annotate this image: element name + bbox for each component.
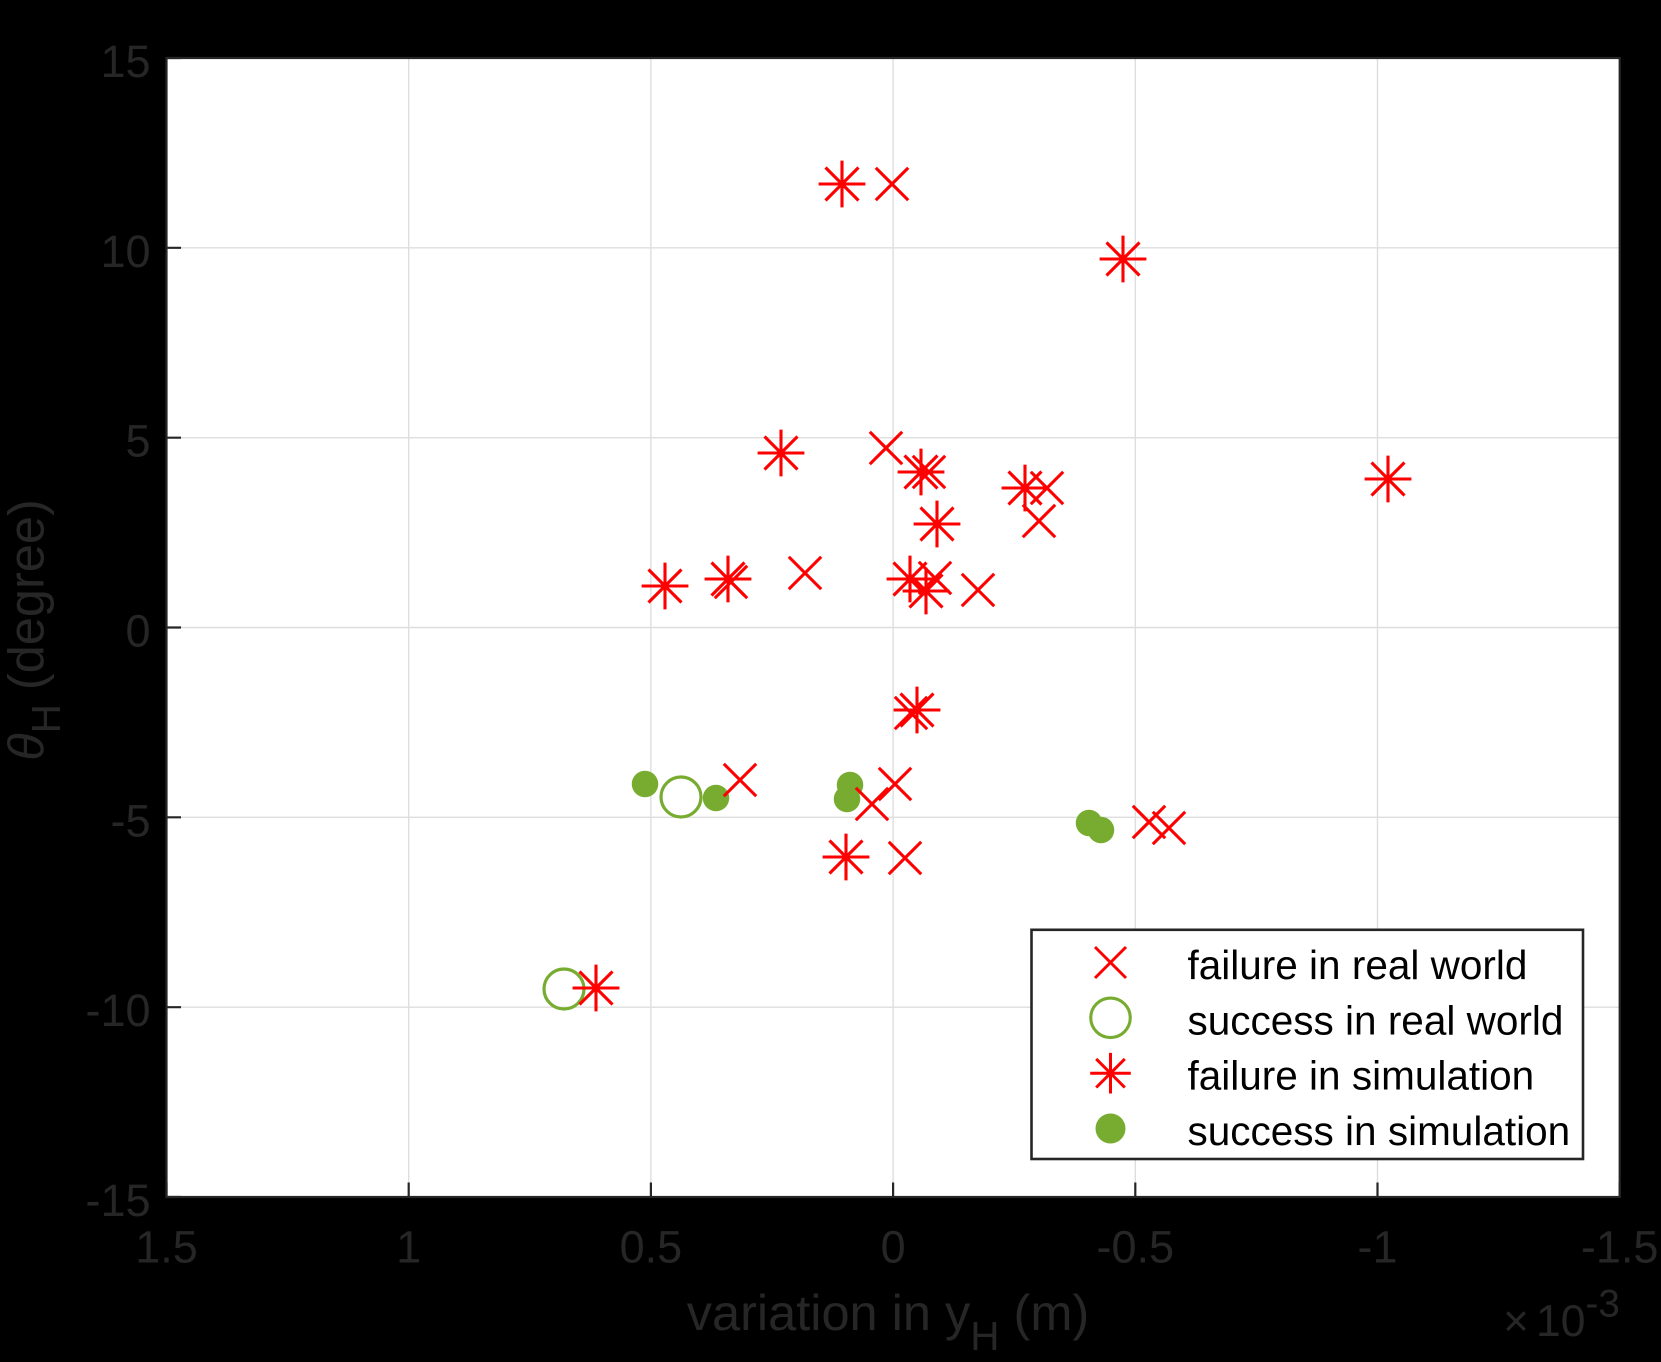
svg-text:10: 10 xyxy=(100,226,150,277)
svg-text:1.5: 1.5 xyxy=(135,1222,198,1273)
svg-text:-1.5: -1.5 xyxy=(1581,1222,1659,1273)
svg-text:θH (degree): θH (degree) xyxy=(0,499,69,761)
svg-text:-15: -15 xyxy=(85,1175,150,1226)
svg-text:-0.5: -0.5 xyxy=(1097,1222,1175,1273)
svg-text:×10-3: × 10-3 xyxy=(1503,1283,1620,1347)
svg-text:0.5: 0.5 xyxy=(620,1222,683,1273)
svg-text:failure in real world: failure in real world xyxy=(1188,942,1528,988)
svg-text:success in simulation: success in simulation xyxy=(1188,1108,1571,1154)
svg-text:-5: -5 xyxy=(110,795,150,846)
svg-text:-1: -1 xyxy=(1357,1222,1397,1273)
svg-text:failure in simulation: failure in simulation xyxy=(1188,1053,1535,1099)
svg-text:-10: -10 xyxy=(85,985,150,1036)
svg-text:0: 0 xyxy=(881,1222,906,1273)
svg-text:15: 15 xyxy=(100,36,150,87)
svg-text:1: 1 xyxy=(396,1222,421,1273)
svg-text:success in real world: success in real world xyxy=(1188,997,1564,1043)
svg-text:0: 0 xyxy=(125,606,150,657)
svg-text:5: 5 xyxy=(125,416,150,467)
svg-text:variation in yH (m): variation in yH (m) xyxy=(687,1284,1089,1357)
